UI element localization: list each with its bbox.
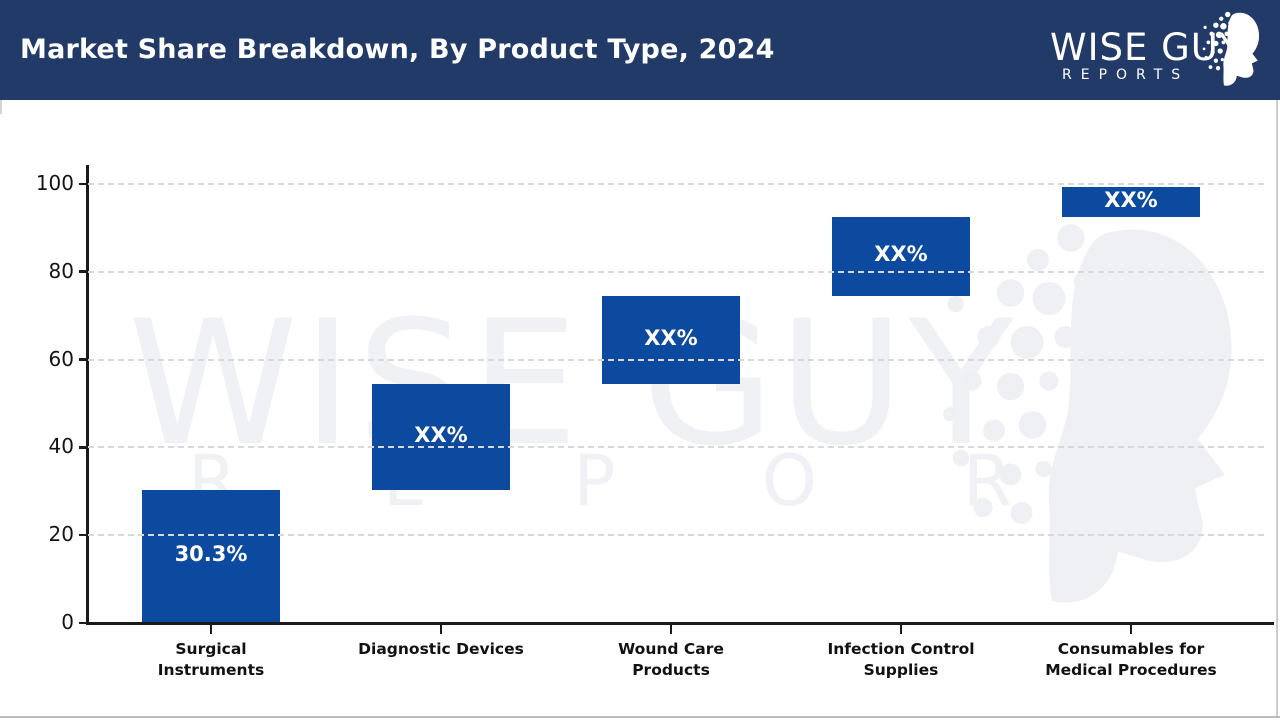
bar-value-label: XX% [1104, 188, 1158, 213]
x-category-label: Surgical Instruments [157, 640, 265, 679]
x-tick-mark [439, 625, 443, 634]
watermark-wise-guy-text: WISE GUY [128, 283, 1018, 484]
x-tick-mark [1129, 625, 1133, 634]
logo-head-profile-icon [1202, 11, 1260, 86]
gridline [88, 270, 1264, 273]
bar-segment [832, 216, 970, 296]
x-tick-mark [899, 625, 903, 634]
chart-title: Market Share Breakdown, By Product Type,… [20, 34, 775, 65]
page-left-border [0, 100, 2, 114]
x-category-label: Consumables for Medical Procedures [1045, 640, 1217, 679]
y-tick-mark [79, 358, 88, 361]
bar-value-label: 30.3% [174, 542, 248, 567]
watermark-head-profile-icon [943, 224, 1232, 603]
wise-guy-logo: WISE GUY REPORTS [1020, 4, 1270, 96]
x-category-label: Infection Control Supplies [827, 640, 975, 679]
x-category-label: Wound Care Products [618, 640, 724, 679]
y-tick-label: 100 [35, 170, 74, 195]
bar-value-label: XX% [644, 325, 698, 350]
page-right-border [1276, 100, 1278, 716]
bar-segment [1062, 187, 1200, 217]
y-tick-mark [79, 621, 88, 625]
y-tick-label: 20 [48, 522, 74, 547]
bar-segment [372, 383, 510, 490]
x-category-label: Diagnostic Devices [358, 640, 524, 658]
gridline [88, 534, 1264, 537]
bar-segment [602, 295, 740, 384]
header-bar: Market Share Breakdown, By Product Type,… [0, 0, 1280, 100]
gridline [88, 182, 1264, 185]
y-tick-mark [79, 270, 88, 273]
gridline [88, 358, 1264, 361]
y-tick-label: 80 [48, 258, 74, 283]
y-tick-mark [79, 446, 88, 449]
y-tick-mark [79, 182, 88, 186]
bar-value-label: XX% [874, 242, 928, 267]
x-tick-mark [209, 625, 213, 634]
y-tick-label: 40 [48, 434, 74, 459]
bar-segment [142, 489, 280, 623]
y-axis-line [86, 165, 89, 624]
bar-value-label: XX% [414, 422, 468, 447]
y-tick-label: 60 [48, 346, 74, 371]
y-tick-label: 0 [61, 610, 74, 634]
logo-sub-text: REPORTS [1062, 67, 1190, 83]
y-tick-mark [79, 533, 88, 537]
gridline [88, 446, 1264, 449]
x-axis-line [86, 622, 1274, 625]
page-bottom-border [0, 716, 1280, 718]
x-tick-mark [669, 625, 673, 634]
